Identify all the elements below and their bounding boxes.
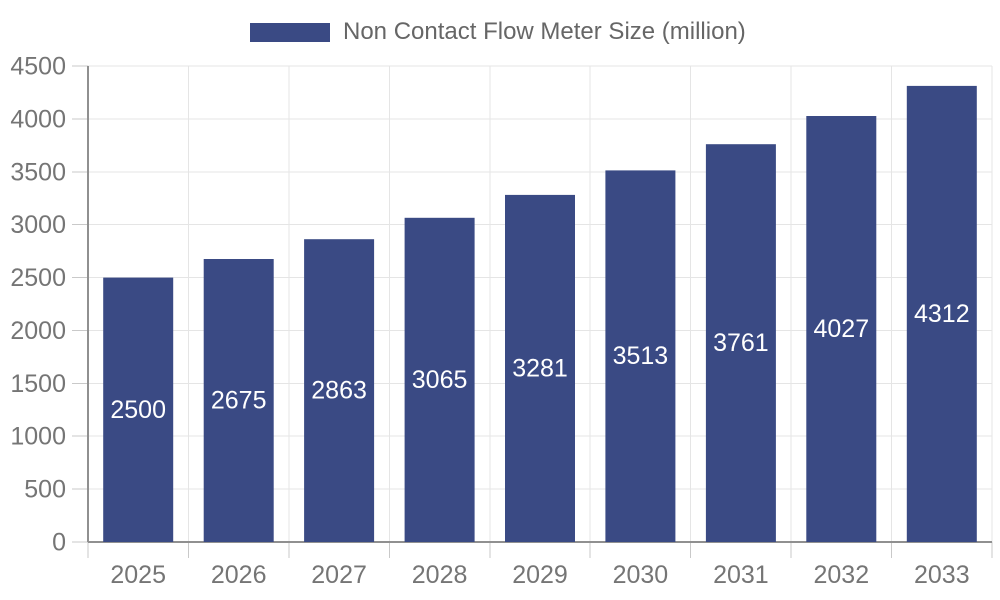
y-tick-label: 1500 (10, 370, 66, 398)
bar-value-label: 2675 (211, 387, 267, 415)
y-tick-label: 0 (52, 529, 66, 557)
x-tick-label: 2029 (512, 561, 568, 589)
bar-value-label: 3281 (512, 355, 568, 383)
bar-value-label: 4312 (914, 300, 970, 328)
bar-value-label: 3065 (412, 366, 468, 394)
bar-value-label: 4027 (813, 315, 869, 343)
bar-value-label: 3513 (613, 342, 669, 370)
y-tick-label: 500 (24, 476, 66, 504)
bar-2033 (906, 85, 977, 543)
bar-value-label: 2863 (311, 377, 367, 405)
bar-2031 (705, 144, 776, 542)
legend-swatch (250, 22, 330, 42)
y-tick-label: 4500 (10, 53, 66, 81)
bar-2027 (304, 239, 375, 542)
y-tick-label: 2500 (10, 264, 66, 292)
y-tick-label: 4000 (10, 105, 66, 133)
bar-2028 (404, 217, 475, 543)
legend: Non Contact Flow Meter Size (million) (250, 18, 746, 46)
x-tick-label: 2032 (813, 561, 869, 589)
x-tick-label: 2027 (311, 561, 367, 589)
legend-label: Non Contact Flow Meter Size (million) (343, 18, 746, 45)
y-tick-label: 3000 (10, 211, 66, 239)
bar-2029 (505, 194, 575, 542)
x-tick-label: 2028 (412, 561, 468, 589)
bar-2025 (103, 277, 174, 542)
y-tick-label: 1000 (10, 423, 66, 451)
bar-2032 (806, 116, 877, 542)
bar-value-label: 3761 (713, 329, 769, 357)
x-tick-label: 2031 (713, 561, 769, 589)
y-tick-label: 2000 (10, 317, 66, 345)
bar-2030 (605, 170, 676, 542)
x-tick-label: 2025 (110, 561, 166, 589)
x-tick-label: 2030 (613, 561, 669, 589)
x-tick-label: 2033 (914, 561, 970, 589)
bar-value-label: 2500 (110, 396, 166, 424)
y-tick-label: 3500 (10, 158, 66, 186)
x-tick-label: 2026 (211, 561, 267, 589)
bar-2026 (203, 259, 274, 542)
